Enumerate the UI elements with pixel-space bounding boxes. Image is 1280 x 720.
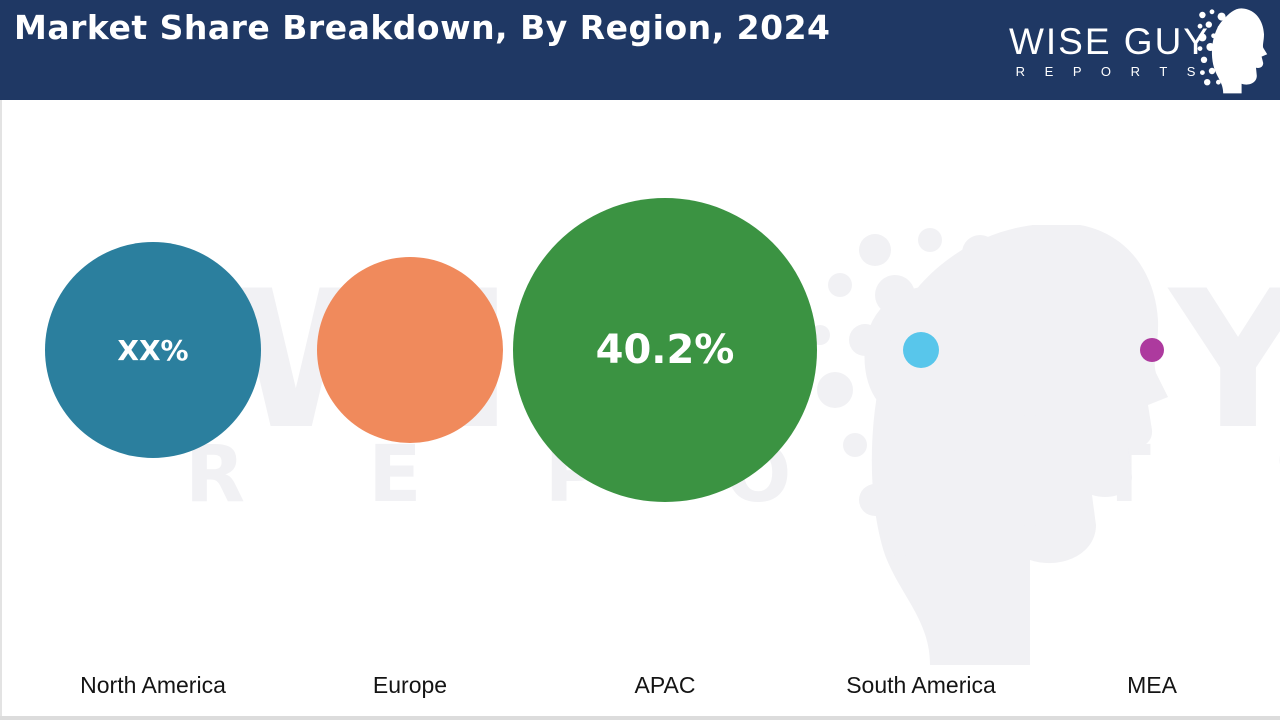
label-europe: Europe [372, 672, 448, 698]
bubble-mea [1140, 338, 1164, 362]
page-title: Market Share Breakdown, By Region, 2024 [14, 8, 831, 47]
left-edge-divider [0, 100, 2, 720]
bubble-value-north-america: XX% [117, 333, 189, 367]
bubble-south-america [903, 332, 939, 368]
logo-wordmark: WISE GUY [1008, 21, 1210, 63]
header-bar: Market Share Breakdown, By Region, 2024 … [0, 0, 1280, 100]
logo-head-profile-icon [1197, 8, 1268, 94]
footer-strip [0, 716, 1280, 720]
wise-guy-reports-logo: WISE GUY R E P O R T S [1009, 5, 1270, 97]
label-south-america: South America [846, 672, 996, 698]
logo-text: WISE GUY R E P O R T S [1008, 21, 1210, 79]
label-apac: APAC [634, 672, 696, 698]
watermark-head-profile [810, 225, 1168, 665]
bubble-chart: WISE GUY R E P O R T S XX% 40.2% North A… [0, 100, 1280, 720]
bubble-value-apac: 40.2% [595, 327, 735, 373]
bubble-apac: 40.2% [513, 198, 817, 502]
bubble-north-america: XX% [45, 242, 261, 458]
bubble-europe [317, 257, 503, 443]
label-mea: MEA [1127, 672, 1177, 698]
label-north-america: North America [80, 672, 226, 698]
logo-subtitle: R E P O R T S [1015, 63, 1204, 79]
